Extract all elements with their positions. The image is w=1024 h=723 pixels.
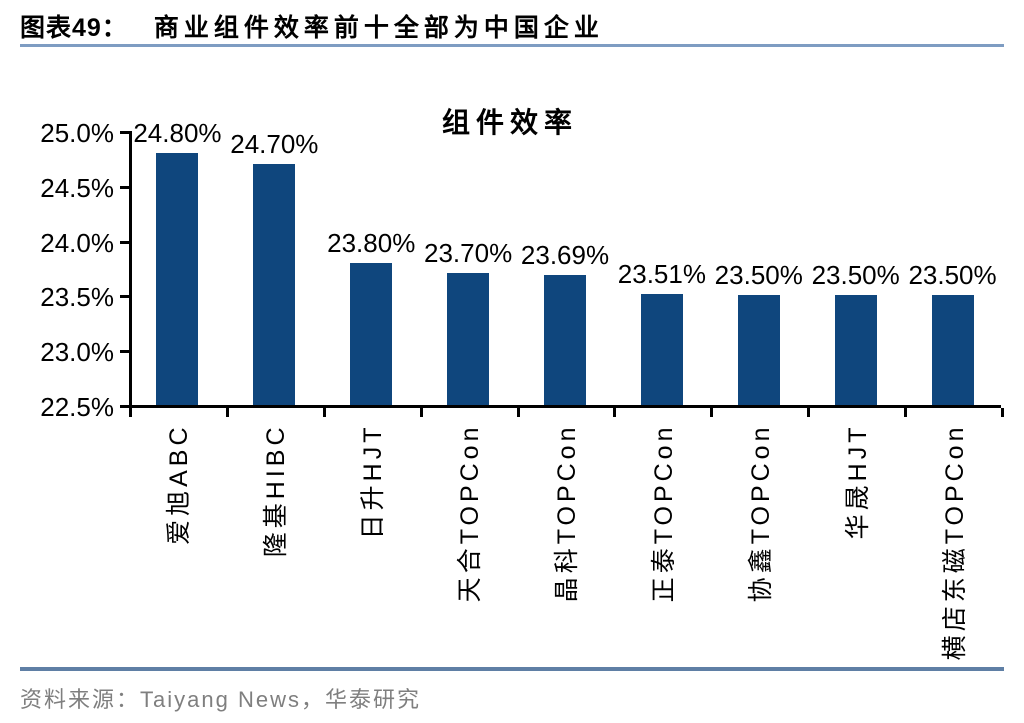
- y-tick: [120, 350, 129, 354]
- bar: [737, 295, 780, 405]
- bar-value-label: 23.50%: [811, 260, 900, 291]
- bar: [350, 262, 393, 405]
- y-tick: [120, 185, 129, 189]
- bar: [156, 152, 199, 405]
- bar-value-label: 23.69%: [520, 239, 610, 270]
- y-axis-line: [129, 131, 132, 408]
- bar-value-label: 23.50%: [714, 260, 803, 291]
- y-axis-tick-label: 22.5%: [40, 392, 114, 422]
- y-tick: [120, 405, 129, 408]
- bar-value-label: 24.70%: [230, 128, 319, 159]
- figure-number: 图表49：: [20, 14, 128, 42]
- x-tick: [322, 408, 326, 417]
- x-axis-category-label: 协鑫TOPCon: [746, 423, 775, 603]
- x-tick: [613, 408, 617, 417]
- x-tick: [710, 408, 714, 417]
- y-axis-tick-label: 24.5%: [40, 172, 114, 203]
- x-axis-category-label: 爱旭ABC: [165, 423, 194, 545]
- x-tick: [1001, 408, 1004, 417]
- figure-header: 图表49： 商业组件效率前十全部为中国企业: [20, 8, 1004, 44]
- x-axis-category-label: 晶科TOPCon: [553, 423, 581, 603]
- x-axis-category-label: 隆基HIBC: [262, 423, 291, 558]
- x-axis-category-label: 天合TOPCon: [456, 423, 485, 603]
- x-axis-category-label: 正泰TOPCon: [649, 423, 678, 603]
- bar: [544, 274, 586, 405]
- x-axis-line: [129, 405, 1001, 408]
- bar: [253, 163, 296, 405]
- y-axis-tick-label: 23.0%: [40, 337, 114, 368]
- bar: [640, 294, 683, 405]
- figure-title: 商业组件效率前十全部为中国企业: [153, 14, 604, 42]
- x-tick: [904, 408, 908, 417]
- source-text: 资料来源：Taiyang News，华泰研究: [20, 687, 421, 712]
- x-tick: [807, 408, 811, 417]
- bar-value-label: 23.50%: [908, 260, 997, 291]
- bar: [931, 295, 974, 405]
- footer-rule: [20, 667, 1004, 671]
- x-axis-category-label: 横店东磁TOPCon: [940, 423, 969, 661]
- bar-value-label: 23.70%: [424, 238, 513, 269]
- y-axis-tick-label: 24.0%: [40, 227, 114, 258]
- bar: [834, 295, 877, 405]
- y-tick: [120, 295, 129, 299]
- bar: [447, 273, 490, 405]
- x-tick: [225, 408, 229, 417]
- x-tick: [419, 408, 423, 417]
- y-tick: [120, 240, 129, 244]
- bar-value-label: 23.51%: [617, 259, 706, 290]
- x-axis-category-label: 华晟HJT: [843, 423, 872, 540]
- chart-title: 组件效率: [441, 107, 579, 138]
- x-tick: [516, 408, 520, 417]
- y-axis-tick-label: 25.0%: [40, 118, 114, 148]
- title-underline: [20, 44, 1004, 47]
- x-tick: [129, 408, 132, 417]
- y-axis-tick-label: 23.5%: [40, 282, 114, 313]
- bar-value-label: 23.80%: [327, 227, 416, 258]
- x-axis-category-label: 日升HJT: [359, 423, 388, 540]
- y-tick: [120, 131, 129, 134]
- bar-value-label: 24.80%: [133, 117, 222, 148]
